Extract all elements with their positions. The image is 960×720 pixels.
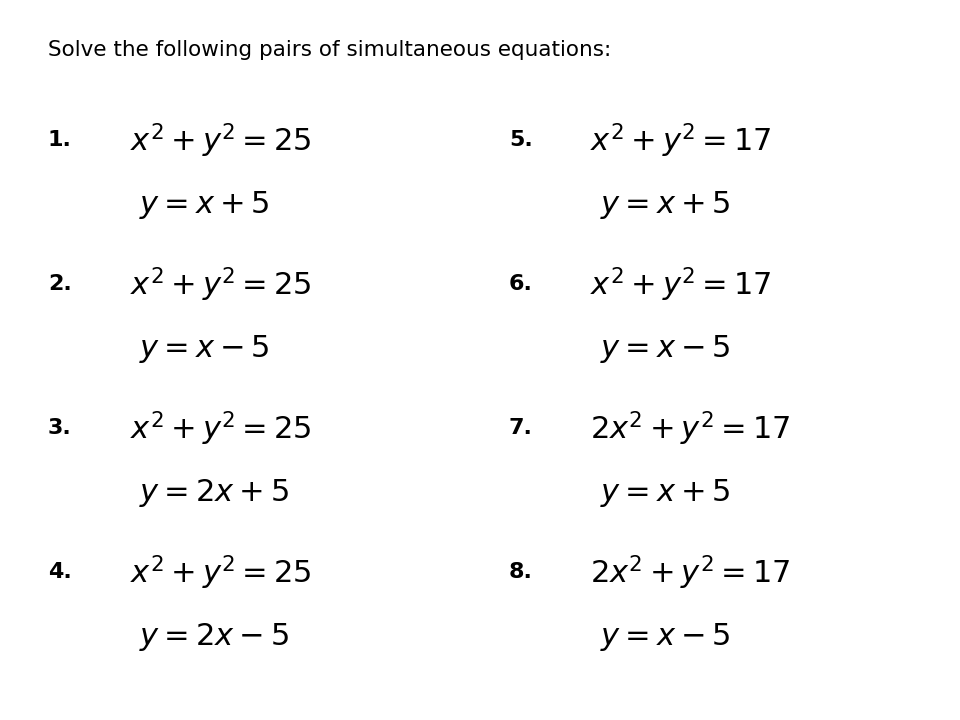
- Text: $x^2 + y^2 = 17$: $x^2 + y^2 = 17$: [590, 121, 772, 160]
- Text: 1.: 1.: [48, 130, 72, 150]
- Text: 5.: 5.: [509, 130, 533, 150]
- Text: $y = x - 5$: $y = x - 5$: [600, 621, 731, 653]
- Text: $x^2 + y^2 = 25$: $x^2 + y^2 = 25$: [130, 553, 311, 592]
- Text: $x^2 + y^2 = 25$: $x^2 + y^2 = 25$: [130, 121, 311, 160]
- Text: 7.: 7.: [509, 418, 533, 438]
- Text: $y = x - 5$: $y = x - 5$: [139, 333, 270, 365]
- Text: $y = x + 5$: $y = x + 5$: [600, 477, 731, 509]
- Text: 6.: 6.: [509, 274, 533, 294]
- Text: $y = 2x + 5$: $y = 2x + 5$: [139, 477, 289, 509]
- Text: $x^2 + y^2 = 25$: $x^2 + y^2 = 25$: [130, 409, 311, 448]
- Text: 2.: 2.: [48, 274, 72, 294]
- Text: $2x^2 + y^2 = 17$: $2x^2 + y^2 = 17$: [590, 409, 791, 448]
- Text: $y = x - 5$: $y = x - 5$: [600, 333, 731, 365]
- Text: $y = x + 5$: $y = x + 5$: [139, 189, 270, 221]
- Text: $y = x + 5$: $y = x + 5$: [600, 189, 731, 221]
- Text: $2x^2 + y^2 = 17$: $2x^2 + y^2 = 17$: [590, 553, 791, 592]
- Text: 3.: 3.: [48, 418, 72, 438]
- Text: Solve the following pairs of simultaneous equations:: Solve the following pairs of simultaneou…: [48, 40, 612, 60]
- Text: 8.: 8.: [509, 562, 533, 582]
- Text: $y = 2x - 5$: $y = 2x - 5$: [139, 621, 289, 653]
- Text: 4.: 4.: [48, 562, 72, 582]
- Text: $x^2 + y^2 = 17$: $x^2 + y^2 = 17$: [590, 265, 772, 304]
- Text: $x^2 + y^2 = 25$: $x^2 + y^2 = 25$: [130, 265, 311, 304]
